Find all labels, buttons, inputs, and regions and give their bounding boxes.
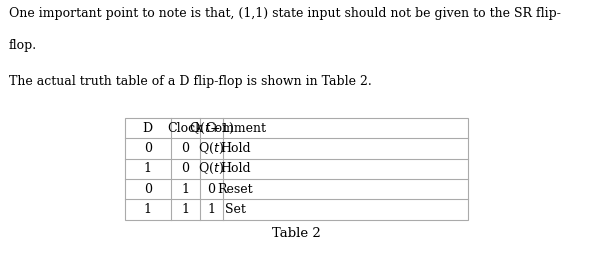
Text: Hold: Hold xyxy=(220,162,251,175)
Bar xyxy=(125,118,468,220)
Text: Hold: Hold xyxy=(220,142,251,155)
Text: Comment: Comment xyxy=(205,122,266,135)
Text: Reset: Reset xyxy=(218,183,253,196)
Text: Q($t$): Q($t$) xyxy=(199,141,224,156)
Text: 1: 1 xyxy=(208,203,215,216)
Text: 1: 1 xyxy=(144,162,152,175)
Text: 1: 1 xyxy=(144,203,152,216)
Text: D: D xyxy=(143,122,153,135)
Text: 0: 0 xyxy=(208,183,215,196)
Text: One important point to note is that, (1,1) state input should not be given to th: One important point to note is that, (1,… xyxy=(9,7,561,20)
Text: Set: Set xyxy=(225,203,246,216)
Text: 0: 0 xyxy=(181,142,190,155)
Text: 0: 0 xyxy=(181,162,190,175)
Text: 0: 0 xyxy=(144,142,152,155)
Text: Q($t\!+\!1$): Q($t\!+\!1$) xyxy=(189,121,234,136)
Text: 0: 0 xyxy=(144,183,152,196)
Text: Table 2: Table 2 xyxy=(272,227,321,240)
Text: The actual truth table of a D flip-flop is shown in Table 2.: The actual truth table of a D flip-flop … xyxy=(9,75,372,88)
Text: flop.: flop. xyxy=(9,39,37,52)
Text: Q($t$): Q($t$) xyxy=(199,161,224,176)
Text: 1: 1 xyxy=(181,183,190,196)
Text: Clock: Clock xyxy=(168,122,203,135)
Text: 1: 1 xyxy=(181,203,190,216)
